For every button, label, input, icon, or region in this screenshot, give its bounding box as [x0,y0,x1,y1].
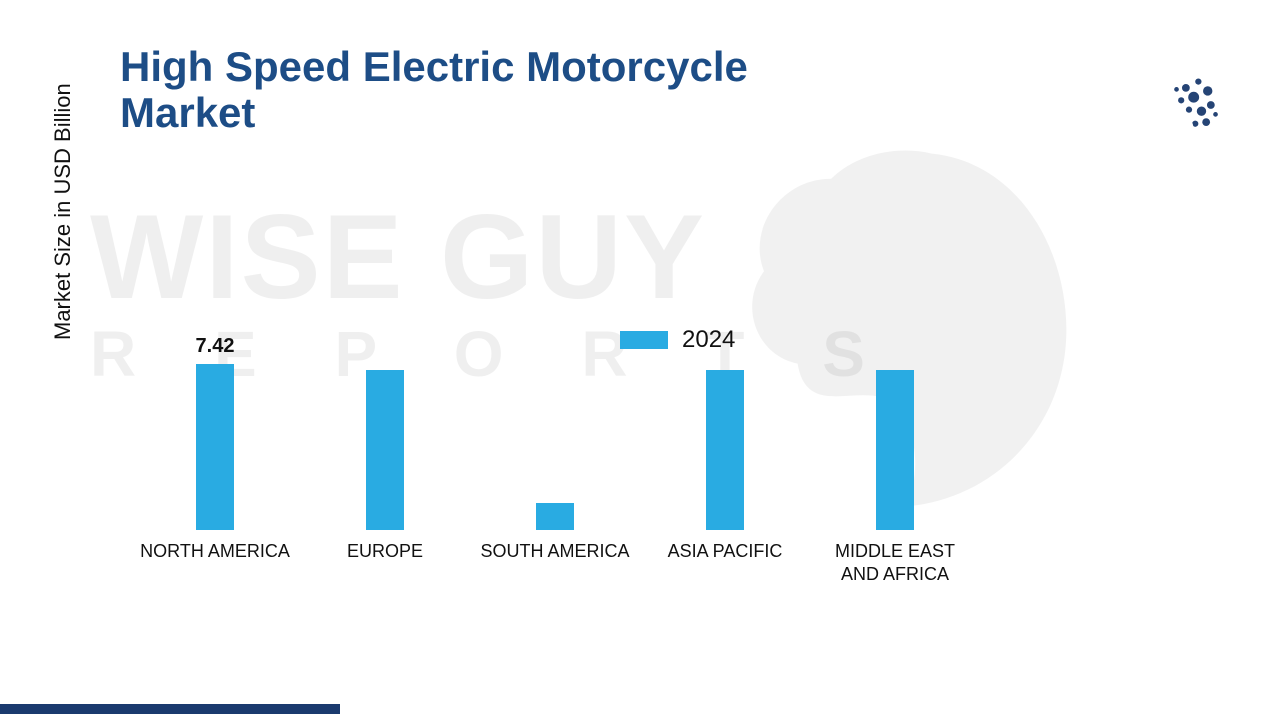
brand-block: WISE GUY REPORTS [1052,36,1240,92]
bar-value-label: 7.42 [196,335,235,364]
y-axis-label: Market Size in USD Billion [50,83,76,340]
x-axis-category-label: SOUTH AMERICA [480,530,630,563]
legend-label: 2024 [682,326,735,354]
x-axis-category-label: NORTH AMERICA [140,530,290,563]
bar [706,370,744,530]
bar [876,370,914,530]
x-axis-category-label: EUROPE [310,530,460,563]
right-brand-panel [960,0,1280,720]
x-axis-category-label: MIDDLE EAST AND AFRICA [820,530,970,585]
bar [536,503,574,530]
legend-swatch [620,331,668,349]
x-axis-category-label: ASIA PACIFIC [650,530,800,563]
chart-title: High Speed Electric Motorcycle Market [120,44,840,136]
bar [366,370,404,530]
brand-head-icon [1150,66,1228,144]
bottom-accent-strip [0,704,340,714]
page-root: WISE GUY R E P O R T S High Speed Electr… [0,0,1280,720]
bar: 7.42 [196,364,234,530]
bar-chart: 7.42NORTH AMERICAEUROPESOUTH AMERICAASIA… [100,360,960,530]
chart-legend: 2024 [620,326,735,354]
